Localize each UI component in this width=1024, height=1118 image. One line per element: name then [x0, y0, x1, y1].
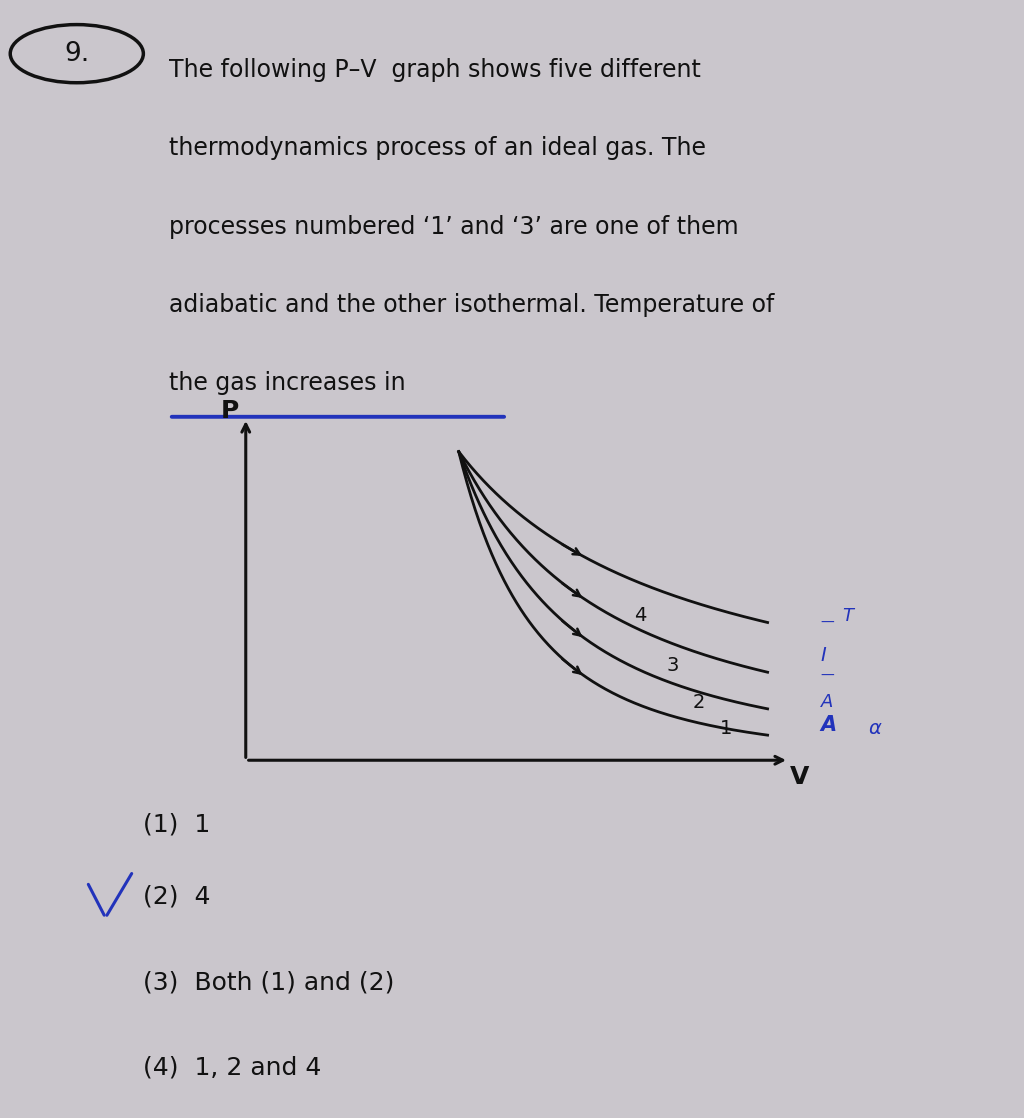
Text: thermodynamics process of an ideal gas. The: thermodynamics process of an ideal gas. … [169, 136, 706, 160]
Text: —: — [821, 616, 835, 629]
Text: processes numbered ‘1’ and ‘3’ are one of them: processes numbered ‘1’ and ‘3’ are one o… [169, 215, 738, 238]
Text: A: A [821, 693, 834, 711]
Text: adiabatic and the other isothermal. Temperature of: adiabatic and the other isothermal. Temp… [169, 293, 774, 316]
Text: 4: 4 [635, 606, 647, 625]
Text: (4)  1, 2 and 4: (4) 1, 2 and 4 [143, 1055, 322, 1080]
Text: (1)  1: (1) 1 [143, 813, 211, 836]
Text: 2: 2 [693, 693, 706, 712]
Text: α: α [868, 719, 882, 738]
Text: (3)  Both (1) and (2): (3) Both (1) and (2) [143, 970, 394, 994]
Text: 3: 3 [667, 656, 679, 675]
Text: (2)  4: (2) 4 [143, 884, 211, 908]
Text: 1: 1 [720, 719, 732, 738]
Text: I: I [821, 646, 826, 665]
Text: The following P–V  graph shows five different: The following P–V graph shows five diffe… [169, 58, 700, 82]
Text: V: V [790, 765, 809, 789]
Text: —: — [821, 669, 835, 683]
Text: 9.: 9. [65, 40, 89, 67]
Text: T: T [842, 607, 853, 625]
Text: A: A [821, 716, 837, 735]
Text: P: P [220, 399, 239, 424]
Text: the gas increases in: the gas increases in [169, 371, 406, 395]
